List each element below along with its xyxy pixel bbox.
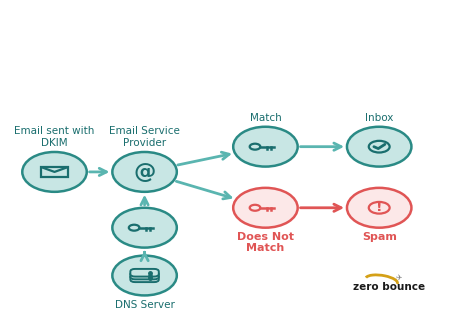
Ellipse shape bbox=[22, 152, 87, 192]
Ellipse shape bbox=[233, 127, 298, 166]
Text: Inbox: Inbox bbox=[365, 113, 393, 123]
Text: @: @ bbox=[133, 162, 156, 182]
Text: ✈: ✈ bbox=[396, 273, 402, 282]
Text: zero bounce: zero bounce bbox=[353, 282, 425, 292]
Ellipse shape bbox=[233, 188, 298, 228]
Ellipse shape bbox=[112, 256, 177, 296]
Text: The DKIM Authentication Process: The DKIM Authentication Process bbox=[73, 19, 401, 37]
Text: Email Service
Provider: Email Service Provider bbox=[109, 127, 180, 148]
Ellipse shape bbox=[347, 127, 411, 166]
Ellipse shape bbox=[112, 152, 177, 192]
Text: Spam: Spam bbox=[362, 232, 397, 242]
FancyBboxPatch shape bbox=[130, 269, 159, 277]
Text: Email sent with
DKIM: Email sent with DKIM bbox=[14, 127, 95, 148]
Text: !: ! bbox=[376, 201, 383, 214]
Text: Does Not
Match: Does Not Match bbox=[237, 232, 294, 253]
FancyBboxPatch shape bbox=[130, 272, 159, 279]
Ellipse shape bbox=[347, 188, 411, 228]
FancyBboxPatch shape bbox=[130, 274, 159, 282]
Text: DNS Server: DNS Server bbox=[115, 300, 174, 310]
Ellipse shape bbox=[112, 208, 177, 248]
Text: Match: Match bbox=[250, 113, 281, 123]
